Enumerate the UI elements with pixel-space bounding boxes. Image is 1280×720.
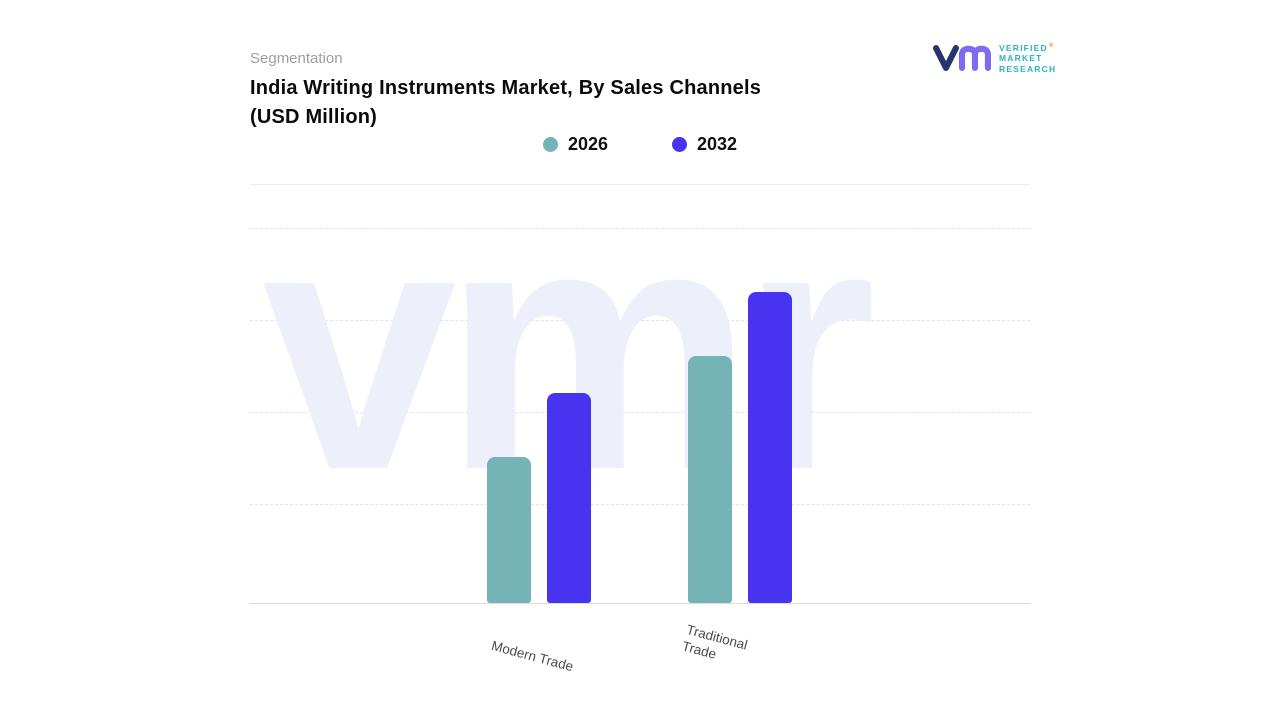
chart-title-line2: (USD Million) — [250, 106, 378, 128]
logo-line-research: RESEARCH — [999, 64, 1057, 75]
legend-label-2032: 2032 — [697, 134, 738, 154]
bar-2032-modern-trade — [547, 393, 591, 603]
bar-2026-modern-trade — [487, 456, 531, 603]
legend-item-2026: 2026 — [542, 134, 608, 155]
logo-line-verified: VERIFIED® — [999, 42, 1055, 53]
header-separator-line — [250, 184, 1030, 185]
vmr-watermark: vmr — [262, 152, 876, 543]
legend-item-2032: 2032 — [672, 134, 737, 155]
legend-swatch-2032 — [672, 137, 687, 152]
bar-2026-traditional-trade — [688, 355, 732, 603]
gridline — [250, 504, 1030, 505]
chart-title: India Writing Instruments Market, By Sal… — [250, 74, 890, 132]
x-axis-label-traditional-trade: Traditional Trade — [680, 621, 750, 662]
x-axis-line — [250, 603, 1030, 604]
gridline — [250, 320, 1030, 321]
vmr-logo-text: VERIFIED® MARKET RESEARCH — [999, 41, 1056, 76]
bar-2032-traditional-trade — [748, 291, 792, 603]
gridline — [250, 412, 1030, 413]
legend-label-2026: 2026 — [567, 134, 608, 154]
logo-line-market: MARKET — [999, 53, 1043, 64]
chart-title-line1: India Writing Instruments Market, By Sal… — [250, 77, 762, 99]
legend-swatch-2026 — [542, 137, 558, 152]
gridline — [250, 228, 1030, 229]
eyebrow-label: Segmentation — [250, 50, 343, 67]
chart-legend: 2026 2032 — [250, 134, 1030, 155]
x-axis-label-modern-trade: Modern Trade — [489, 637, 575, 675]
vmr-logo-glyph — [933, 45, 991, 71]
vmr-logo: VERIFIED® MARKET RESEARCH — [933, 40, 1056, 76]
registered-mark: ® — [1048, 42, 1055, 49]
